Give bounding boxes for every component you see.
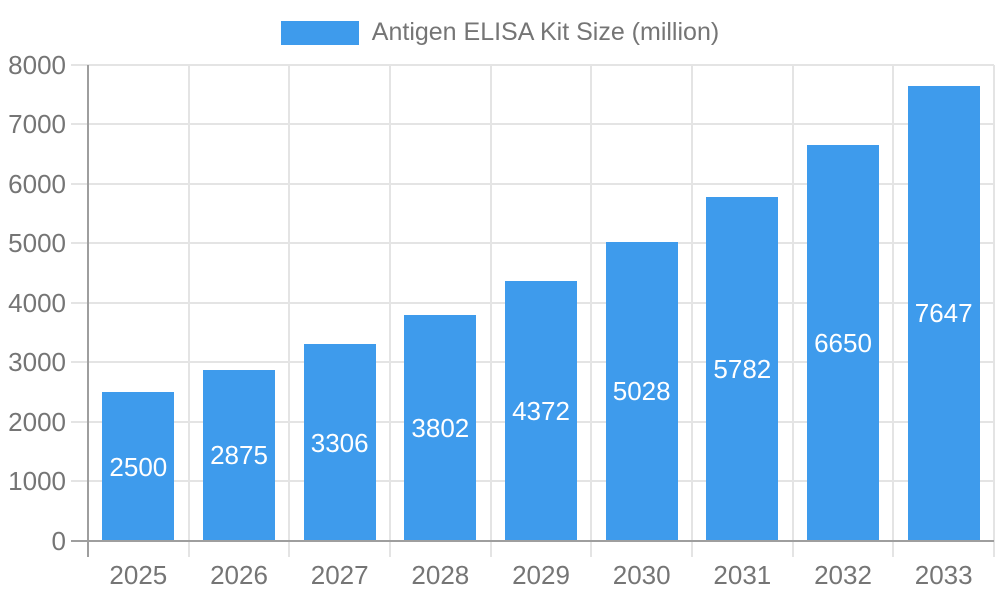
y-axis-tick-label: 3000 xyxy=(8,347,66,378)
bar-2026[interactable] xyxy=(203,369,275,541)
bar-2027[interactable] xyxy=(303,344,376,541)
x-axis-line xyxy=(71,540,994,542)
bar-2032[interactable] xyxy=(807,144,879,541)
gridline-x-boundary xyxy=(791,64,794,557)
bar-2033[interactable] xyxy=(907,85,980,541)
y-axis-tick-label: 0 xyxy=(51,526,66,556)
gridline-x-boundary xyxy=(187,64,190,557)
x-axis-tick-label-2025: 2025 xyxy=(109,560,168,590)
gridline-x-boundary xyxy=(489,64,492,557)
y-axis-line xyxy=(87,64,89,557)
bar-value-label-2029: 4372 xyxy=(512,395,570,426)
bar-value-label-2028: 3802 xyxy=(411,412,470,443)
x-axis-tick-label-2027: 2027 xyxy=(310,560,369,590)
x-axis-tick-label-2026: 2026 xyxy=(210,560,268,590)
gridline-y-6000 xyxy=(71,182,994,185)
bar-value-label-2030: 5028 xyxy=(612,376,671,407)
bar-2028[interactable] xyxy=(404,314,477,541)
y-axis-tick-label: 6000 xyxy=(8,168,66,199)
bar-2025[interactable] xyxy=(102,392,175,541)
bar-2031[interactable] xyxy=(706,196,779,541)
x-axis-tick-label-2030: 2030 xyxy=(612,560,671,590)
legend: Antigen ELISA Kit Size (million) xyxy=(0,18,1000,47)
legend-label: Antigen ELISA Kit Size (million) xyxy=(371,18,720,46)
gridline-x-boundary xyxy=(389,64,391,557)
bar-value-label-2033: 7647 xyxy=(914,298,973,329)
x-axis-tick-label-2033: 2033 xyxy=(914,560,973,590)
gridline-x-boundary xyxy=(288,64,291,557)
bar-value-label-2025: 2500 xyxy=(109,451,168,482)
gridline-y-8000 xyxy=(71,63,994,66)
bar-2029[interactable] xyxy=(505,280,577,541)
x-axis-tick-label-2029: 2029 xyxy=(512,560,570,590)
x-axis-tick-label-2028: 2028 xyxy=(411,560,470,590)
y-axis-tick-label: 4000 xyxy=(8,287,66,318)
bar-value-label-2027: 3306 xyxy=(310,427,369,458)
y-axis-tick-label: 1000 xyxy=(8,466,66,497)
y-axis-tick-label: 2000 xyxy=(8,406,66,437)
legend-swatch xyxy=(280,20,359,45)
x-axis-tick-label-2032: 2032 xyxy=(814,560,872,590)
gridline-x-boundary xyxy=(590,64,593,557)
bar-value-label-2032: 6650 xyxy=(814,327,872,358)
bar-value-label-2026: 2875 xyxy=(210,440,268,471)
bar-2030[interactable] xyxy=(605,241,678,541)
gridline-x-boundary xyxy=(892,64,895,557)
gridline-y-5000 xyxy=(71,242,994,245)
y-axis-tick-label: 5000 xyxy=(8,228,66,259)
gridline-x-boundary xyxy=(993,64,995,557)
gridline-y-7000 xyxy=(71,123,994,126)
y-axis-tick-label: 8000 xyxy=(8,49,66,80)
x-axis-tick-label-2031: 2031 xyxy=(713,560,772,590)
gridline-x-boundary xyxy=(691,64,693,557)
y-axis-tick-label: 7000 xyxy=(8,109,66,140)
bar-value-label-2031: 5782 xyxy=(713,353,772,384)
